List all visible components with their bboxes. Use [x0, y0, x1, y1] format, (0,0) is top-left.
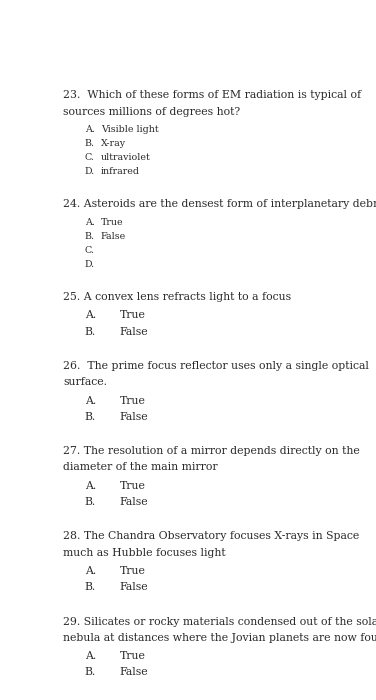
Text: D.: D.	[85, 260, 95, 269]
Text: surface.: surface.	[63, 377, 107, 387]
Text: B.: B.	[85, 232, 95, 241]
Text: B.: B.	[85, 139, 95, 148]
Text: A.: A.	[85, 395, 96, 405]
Text: diameter of the main mirror: diameter of the main mirror	[63, 463, 218, 473]
Text: A.: A.	[85, 481, 96, 491]
Text: 25. A convex lens refracts light to a focus: 25. A convex lens refracts light to a fo…	[63, 292, 291, 302]
Text: True: True	[120, 395, 146, 405]
Text: X-ray: X-ray	[101, 139, 126, 148]
Text: much as Hubble focuses light: much as Hubble focuses light	[63, 547, 226, 557]
Text: D.: D.	[85, 167, 95, 176]
Text: False: False	[120, 667, 149, 677]
Text: False: False	[120, 327, 149, 337]
Text: B.: B.	[85, 667, 96, 677]
Text: 24. Asteroids are the densest form of interplanetary debris: 24. Asteroids are the densest form of in…	[63, 199, 376, 209]
Text: False: False	[120, 582, 149, 592]
Text: 29. Silicates or rocky materials condensed out of the solar: 29. Silicates or rocky materials condens…	[63, 617, 376, 626]
Text: True: True	[120, 310, 146, 321]
Text: ultraviolet: ultraviolet	[101, 153, 151, 162]
Text: Visible light: Visible light	[101, 125, 159, 134]
Text: B.: B.	[85, 412, 96, 421]
Text: False: False	[120, 497, 149, 507]
Text: B.: B.	[85, 497, 96, 507]
Text: True: True	[120, 481, 146, 491]
Text: B.: B.	[85, 327, 96, 337]
Text: nebula at distances where the Jovian planets are now found: nebula at distances where the Jovian pla…	[63, 633, 376, 643]
Text: A.: A.	[85, 125, 95, 134]
Text: False: False	[120, 412, 149, 421]
Text: True: True	[120, 566, 146, 576]
Text: infrared: infrared	[101, 167, 140, 176]
Text: 23.  Which of these forms of EM radiation is typical of: 23. Which of these forms of EM radiation…	[63, 90, 361, 101]
Text: False: False	[101, 232, 126, 241]
Text: A.: A.	[85, 218, 95, 227]
Text: A.: A.	[85, 566, 96, 576]
Text: A.: A.	[85, 310, 96, 321]
Text: sources millions of degrees hot?: sources millions of degrees hot?	[63, 106, 240, 117]
Text: 27. The resolution of a mirror depends directly on the: 27. The resolution of a mirror depends d…	[63, 446, 360, 456]
Text: A.: A.	[85, 651, 96, 661]
Text: True: True	[120, 651, 146, 661]
Text: True: True	[101, 218, 124, 227]
Text: C.: C.	[85, 153, 95, 162]
Text: 28. The Chandra Observatory focuses X-rays in Space: 28. The Chandra Observatory focuses X-ra…	[63, 531, 359, 541]
Text: 26.  The prime focus reflector uses only a single optical: 26. The prime focus reflector uses only …	[63, 361, 369, 371]
Text: C.: C.	[85, 246, 95, 255]
Text: B.: B.	[85, 582, 96, 592]
